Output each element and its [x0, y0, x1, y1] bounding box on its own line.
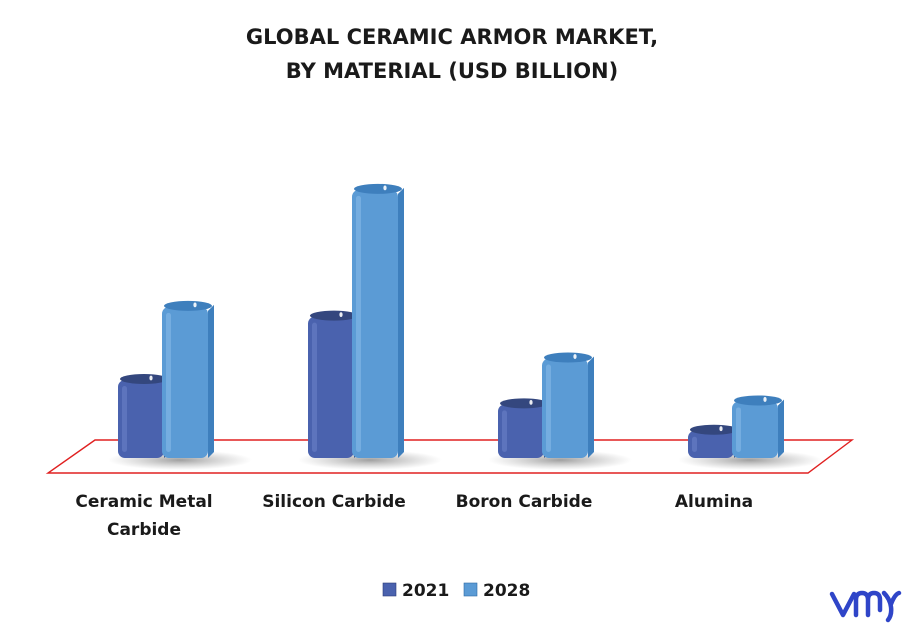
- bar-highlight: [166, 312, 171, 452]
- category-label-boron-carbide: Boron Carbide: [456, 492, 593, 512]
- bar-front-face: [732, 401, 778, 458]
- bar-top-cap: [690, 424, 738, 435]
- logo-v-mark: [829, 591, 857, 618]
- bar-highlight: [356, 195, 361, 452]
- bar-highlight: [546, 364, 551, 452]
- bar-front-face: [352, 189, 398, 458]
- bar-top-glint: [339, 312, 343, 318]
- bar-alumina-2028: [732, 395, 784, 458]
- bar-front-face: [542, 358, 588, 458]
- chart-title-line-2: BY MATERIAL (USD BILLION): [286, 59, 618, 83]
- bar-front-face: [162, 306, 208, 458]
- bar-top-glint: [149, 375, 153, 381]
- bar-top-glint: [763, 397, 767, 402]
- legend-label-2021: 2021: [402, 581, 449, 601]
- bar-side-face: [778, 399, 784, 458]
- category-label-alumina: Alumina: [675, 492, 753, 512]
- bar-side-face: [398, 187, 404, 458]
- bar-top-glint: [193, 302, 197, 308]
- category-label-ceramic-metal-carbide-line-2: Carbide: [107, 520, 181, 540]
- bar-top-cap: [544, 352, 592, 363]
- bar-front-face: [498, 404, 544, 458]
- category-label-silicon-carbide: Silicon Carbide: [262, 492, 406, 512]
- bar-top-cap: [734, 395, 782, 406]
- bar-top-glint: [573, 354, 577, 359]
- bar-highlight: [692, 436, 697, 452]
- bar-top-cap: [500, 398, 548, 409]
- bar-top-cap: [310, 310, 358, 321]
- bars-layer: [108, 183, 822, 470]
- category-labels: Ceramic Metal Carbide Silicon Carbide Boron…: [75, 492, 753, 540]
- bar-top-cap: [354, 183, 402, 194]
- bar-front-face: [688, 430, 734, 458]
- bar-side-face: [208, 304, 214, 458]
- logo-m-mark: [853, 590, 883, 618]
- bar-highlight: [122, 386, 127, 452]
- category-label-ceramic-metal-carbide-line-1: Ceramic Metal: [75, 492, 212, 512]
- legend-swatch-2028: [463, 582, 478, 597]
- legend-swatch-2021: [382, 582, 397, 597]
- bar-silicon-carbide-2028: [352, 183, 404, 458]
- chart-title-line-1: GLOBAL CERAMIC ARMOR MARKET,: [246, 25, 658, 49]
- brand-logo: [829, 590, 902, 623]
- bar-top-glint: [529, 399, 533, 405]
- legend-label-2028: 2028: [483, 581, 530, 601]
- chart-floor: [45, 439, 855, 474]
- bar-top-cap: [120, 374, 168, 384]
- logo-r-mark: [881, 590, 902, 623]
- bar-highlight: [736, 407, 741, 452]
- bar-top-glint: [719, 426, 723, 432]
- bar-front-face: [118, 380, 164, 458]
- legend: 2021 2028: [382, 581, 530, 601]
- bar-highlight: [502, 410, 507, 452]
- bar-boron-carbide-2028: [542, 352, 594, 458]
- bar-highlight: [312, 322, 317, 452]
- bar-ceramic-metal-carbide-2028: [162, 300, 214, 458]
- bar-side-face: [588, 356, 594, 458]
- bar-front-face: [308, 316, 354, 458]
- bar-top-cap: [164, 300, 212, 311]
- bar-top-glint: [383, 185, 387, 191]
